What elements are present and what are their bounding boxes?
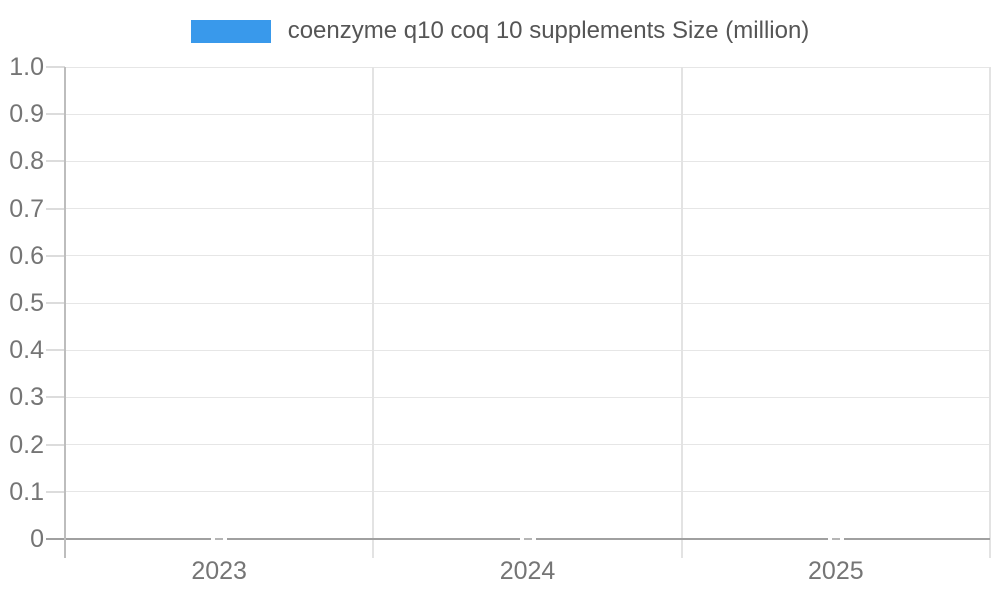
y-axis-label: 0.6 (9, 241, 44, 270)
h-gridline (65, 444, 990, 446)
legend-swatch (190, 19, 271, 43)
y-axis-tick (46, 396, 65, 399)
y-axis-label: 0.4 (9, 336, 44, 365)
h-gridline (65, 396, 990, 398)
h-gridline (65, 66, 990, 68)
v-gridline (989, 67, 991, 558)
y-axis-label: 0.7 (9, 194, 44, 223)
y-axis-label: 0.2 (9, 430, 44, 459)
y-axis-tick (46, 160, 65, 163)
x-category-label: 2023 (191, 557, 247, 585)
x-category-label: 2024 (499, 557, 556, 585)
h-gridline (65, 255, 990, 257)
y-axis-tick (46, 349, 65, 352)
h-gridline (65, 113, 990, 115)
y-axis-tick (46, 443, 65, 446)
y-axis-tick (46, 490, 65, 493)
y-axis-label: 0 (30, 525, 44, 553)
h-gridline (65, 302, 990, 304)
y-axis-tick (46, 207, 65, 210)
zero-bar-marker (523, 538, 532, 540)
y-axis-tick (46, 66, 65, 68)
zero-bar-marker (215, 538, 224, 540)
y-axis-label: 0.1 (9, 477, 44, 506)
y-axis-tick (46, 113, 65, 116)
y-axis-label: 1.0 (9, 53, 44, 81)
legend-label: coenzyme q10 coq 10 supplements Size (mi… (287, 17, 810, 44)
y-axis-label: 0.3 (9, 383, 44, 412)
zero-bar-marker (831, 538, 840, 540)
h-gridline (65, 208, 990, 210)
x-category-label: 2025 (808, 557, 864, 585)
y-axis-label: 0.9 (9, 100, 44, 129)
y-axis-tick (46, 254, 65, 257)
h-gridline (65, 349, 990, 351)
y-axis-label: 0.5 (9, 289, 44, 317)
h-gridline (65, 160, 990, 162)
legend-item[interactable]: coenzyme q10 coq 10 supplements Size (mi… (0, 17, 1000, 45)
v-gridline (372, 67, 375, 558)
h-gridline (65, 491, 990, 493)
y-axis-tick (46, 302, 65, 304)
y-axis-label: 0.8 (9, 147, 44, 176)
v-gridline (680, 67, 683, 558)
x-axis-line (46, 538, 990, 540)
y-axis-line (64, 67, 66, 558)
